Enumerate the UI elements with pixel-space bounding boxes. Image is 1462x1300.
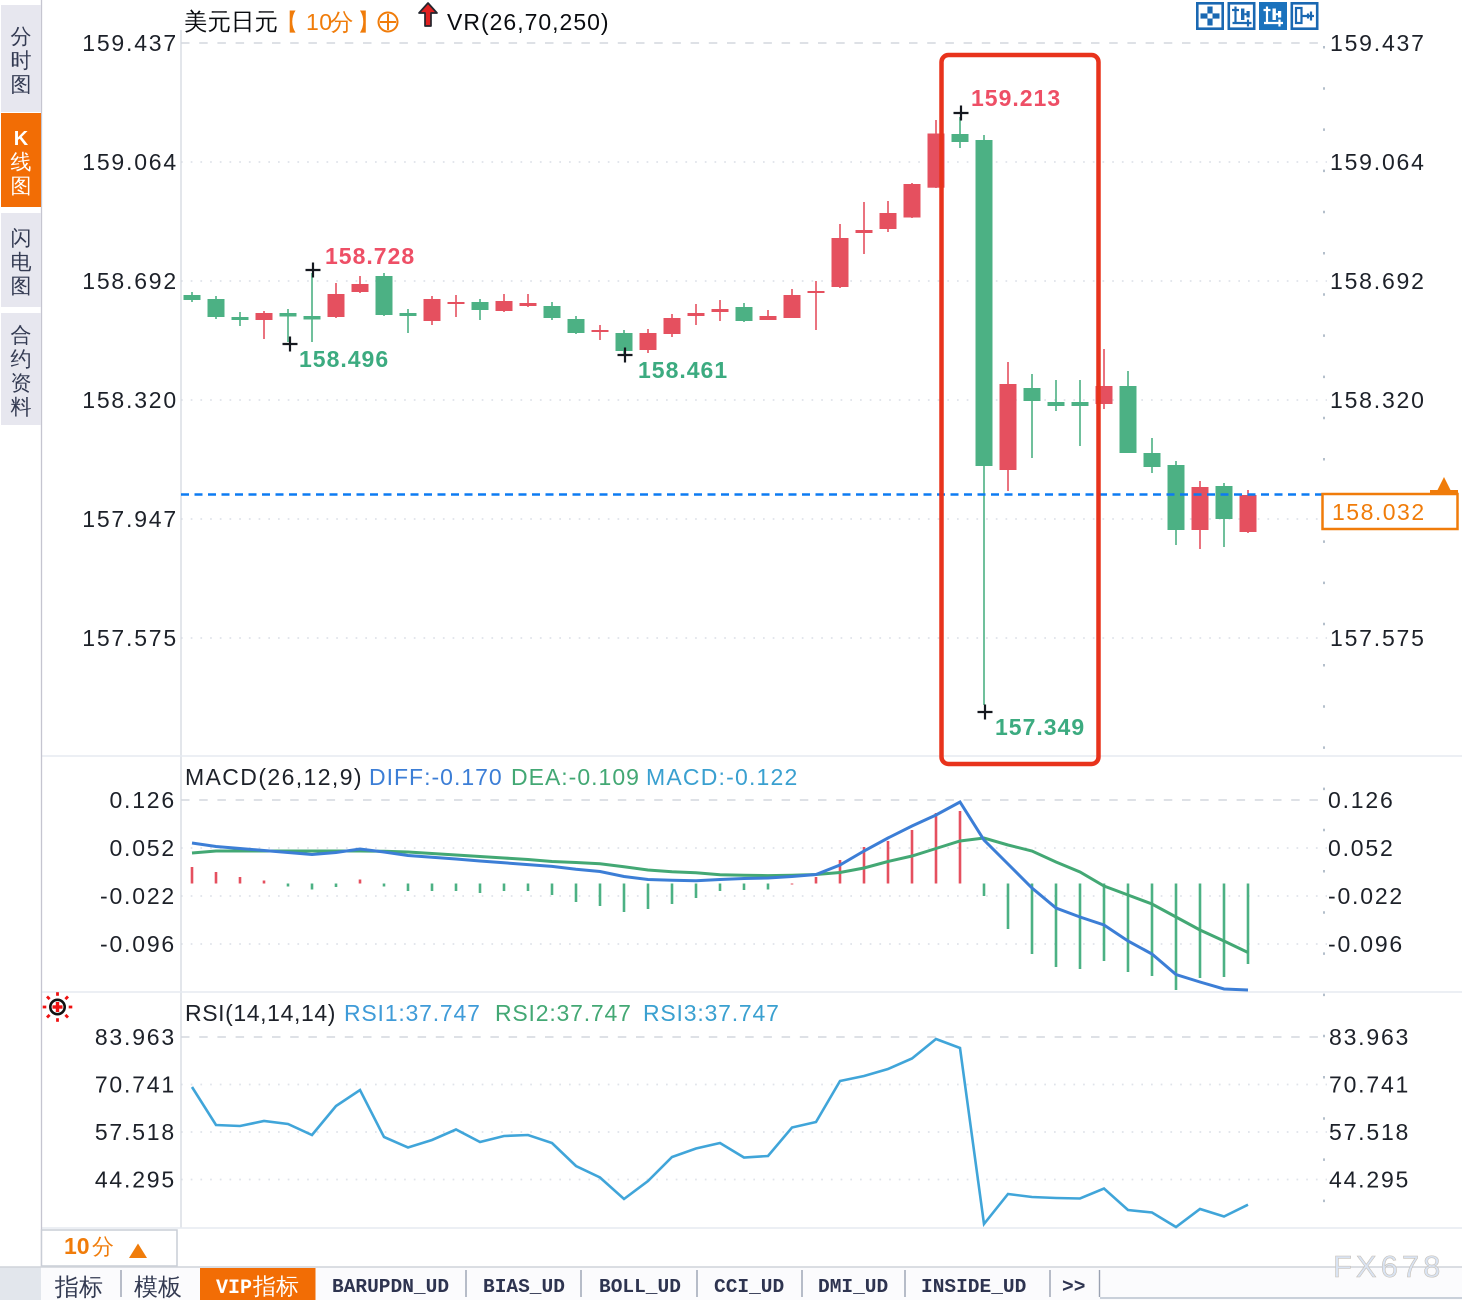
svg-text:44.295: 44.295 — [95, 1167, 176, 1193]
svg-text:57.518: 57.518 — [95, 1119, 176, 1145]
svg-text:158.320: 158.320 — [82, 387, 178, 413]
svg-text:158.692: 158.692 — [1330, 268, 1426, 294]
svg-text:0.126: 0.126 — [1328, 787, 1395, 813]
svg-text:-0.022: -0.022 — [1328, 883, 1404, 909]
svg-text:57.518: 57.518 — [1329, 1119, 1410, 1145]
svg-text:DIFF:-0.170: DIFF:-0.170 — [369, 764, 503, 790]
svg-text:158.728: 158.728 — [325, 243, 415, 269]
svg-text:CCI_UD: CCI_UD — [714, 1276, 784, 1298]
svg-text:MACD:-0.122: MACD:-0.122 — [646, 764, 799, 790]
svg-text:BIAS_UD: BIAS_UD — [483, 1276, 565, 1298]
svg-text:70.741: 70.741 — [1329, 1072, 1410, 1098]
svg-text:-0.096: -0.096 — [100, 931, 176, 957]
svg-text:VIP: VIP — [216, 1277, 252, 1300]
svg-text:-0.022: -0.022 — [100, 883, 176, 909]
svg-text:>>: >> — [1062, 1276, 1085, 1298]
svg-text:158.320: 158.320 — [1330, 387, 1426, 413]
svg-text:157.575: 157.575 — [1330, 625, 1426, 651]
svg-text:83.963: 83.963 — [95, 1024, 176, 1050]
svg-text:158.032: 158.032 — [1332, 499, 1426, 525]
svg-text:K: K — [14, 128, 29, 150]
svg-text:70.741: 70.741 — [95, 1072, 176, 1098]
svg-text:157.575: 157.575 — [82, 625, 178, 651]
svg-text:0.052: 0.052 — [109, 835, 176, 861]
svg-text:10: 10 — [306, 9, 333, 35]
svg-text:157.947: 157.947 — [82, 506, 178, 532]
svg-text:DMI_UD: DMI_UD — [818, 1276, 888, 1298]
svg-text:44.295: 44.295 — [1329, 1167, 1410, 1193]
svg-text:158.496: 158.496 — [299, 346, 389, 372]
svg-text:VR(26,70,250): VR(26,70,250) — [447, 9, 610, 35]
svg-text:BARUPDN_UD: BARUPDN_UD — [332, 1276, 449, 1298]
svg-text:MACD(26,12,9): MACD(26,12,9) — [185, 764, 363, 790]
svg-text:158.692: 158.692 — [82, 268, 178, 294]
svg-text:-0.096: -0.096 — [1328, 931, 1404, 957]
svg-text:10: 10 — [64, 1233, 90, 1259]
svg-text:159.064: 159.064 — [82, 149, 178, 175]
svg-text:83.963: 83.963 — [1329, 1024, 1410, 1050]
svg-text:0.126: 0.126 — [109, 787, 176, 813]
svg-text:159.437: 159.437 — [1330, 30, 1426, 56]
svg-text:INSIDE_UD: INSIDE_UD — [921, 1276, 1026, 1298]
svg-text:BOLL_UD: BOLL_UD — [599, 1276, 681, 1298]
svg-text:RSI2:37.747: RSI2:37.747 — [495, 1000, 632, 1026]
svg-text:RSI(14,14,14): RSI(14,14,14) — [185, 1000, 336, 1026]
svg-text:159.213: 159.213 — [971, 85, 1061, 111]
svg-text:FX678: FX678 — [1333, 1249, 1444, 1284]
svg-text:159.064: 159.064 — [1330, 149, 1426, 175]
svg-text:RSI1:37.747: RSI1:37.747 — [344, 1000, 481, 1026]
svg-text:0.052: 0.052 — [1328, 835, 1395, 861]
svg-text:157.349: 157.349 — [995, 714, 1085, 740]
svg-text:159.437: 159.437 — [82, 30, 178, 56]
svg-text:158.461: 158.461 — [638, 357, 728, 383]
svg-text:RSI3:37.747: RSI3:37.747 — [643, 1000, 780, 1026]
svg-text:DEA:-0.109: DEA:-0.109 — [511, 764, 640, 790]
